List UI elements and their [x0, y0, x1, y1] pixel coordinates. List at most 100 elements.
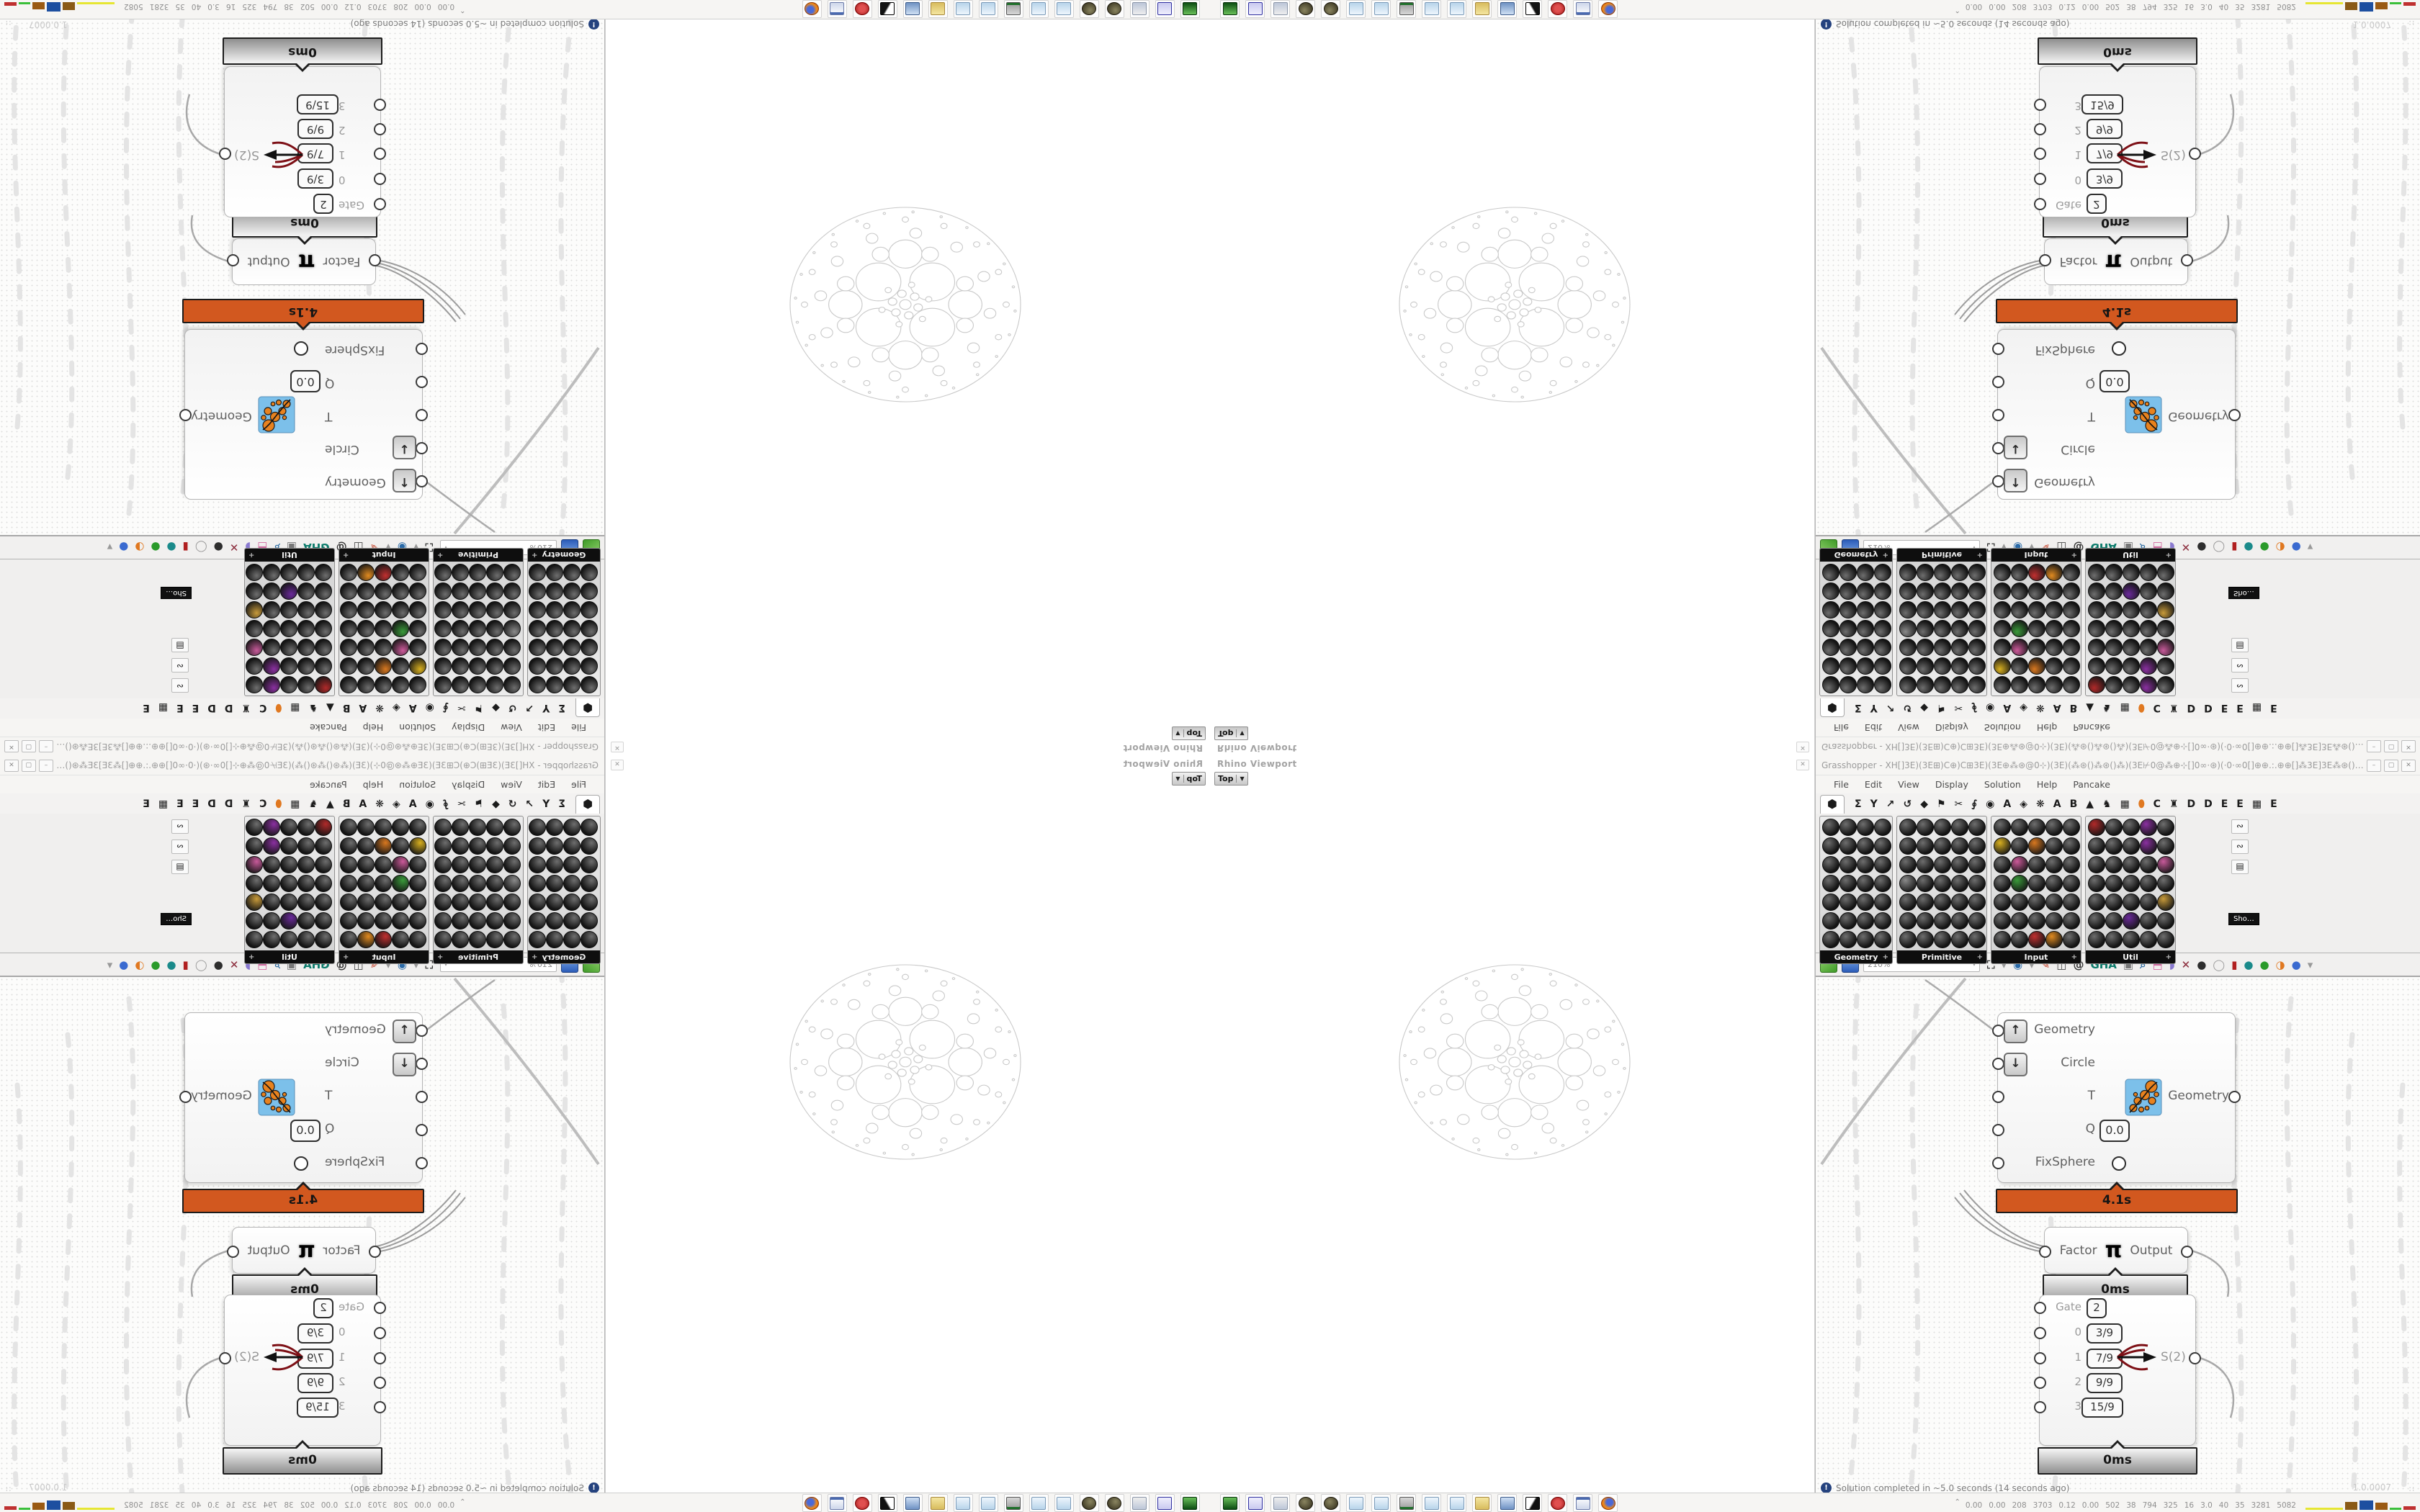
expander-icon[interactable]: ⌃ [460, 1498, 466, 1506]
canvas-toolbar-icon[interactable]: ● [2259, 958, 2269, 971]
component-icon[interactable] [1822, 676, 1839, 693]
component-icon[interactable] [1968, 837, 1986, 855]
component-icon[interactable] [375, 837, 392, 855]
palette-label-bar[interactable]: Primitive + [1897, 950, 1986, 963]
category-tab[interactable]: A [359, 702, 367, 714]
menu-item[interactable]: Pancake [2073, 779, 2110, 790]
component-icon[interactable] [280, 912, 297, 930]
canvas-toolbar-icon[interactable]: ⌕ [2140, 958, 2146, 971]
component-icon[interactable] [1822, 875, 1839, 892]
component-icon[interactable] [529, 856, 546, 873]
value-box[interactable]: 15/9 [297, 1398, 339, 1418]
grasshopper-titlebar[interactable]: Grasshopper - XH[]3E)(3E⊞)C⊕)C⊞3E)(3E⊕⁂⊛… [0, 756, 604, 775]
close-icon[interactable]: ✕ [1796, 742, 1809, 752]
category-tab[interactable]: ▦ [158, 798, 169, 810]
component-icon[interactable] [1917, 894, 1934, 911]
component-icon[interactable] [246, 582, 263, 600]
close-button[interactable]: ✕ [4, 760, 19, 772]
input-socket-fixsphere[interactable] [1992, 1157, 2004, 1169]
component-icon[interactable] [357, 601, 375, 618]
category-tab[interactable]: ↗ [525, 702, 534, 714]
taskbar-icon[interactable] [802, 1494, 822, 1512]
component-icon[interactable] [2088, 582, 2105, 600]
category-tab[interactable]: Υ [1870, 798, 1878, 810]
component-icon[interactable] [1994, 564, 2011, 581]
component-icon[interactable] [1994, 620, 2011, 637]
gate-value-box[interactable]: 2 [313, 194, 333, 214]
taskbar-icon[interactable] [1029, 0, 1049, 18]
component-icon[interactable] [1968, 875, 1986, 892]
close-button[interactable]: ✕ [2401, 760, 2416, 772]
component-icon[interactable] [2105, 601, 2123, 618]
canvas-toolbar-icon[interactable]: ▾ [2029, 958, 2035, 971]
component-icon[interactable] [452, 894, 469, 911]
component-icon[interactable] [452, 601, 469, 618]
component-icon[interactable] [280, 639, 297, 656]
canvas-toolbar-icon[interactable]: ▮ [182, 958, 189, 971]
taskbar-icon[interactable] [1105, 0, 1124, 18]
component-icon[interactable] [263, 837, 280, 855]
category-tab[interactable]: A [2053, 702, 2061, 714]
menu-item[interactable]: Solution [1984, 779, 2021, 790]
taskbar-icon[interactable] [1220, 0, 1240, 18]
rhino-viewport-panel[interactable]: Rhino Viewport ✕ Top ▼ [605, 756, 1210, 1493]
canvas-toolbar-icon[interactable]: ● [2197, 958, 2207, 971]
component-icon[interactable] [1968, 639, 1986, 656]
component-icon[interactable] [2088, 856, 2105, 873]
component-icon[interactable] [392, 564, 409, 581]
component-icon[interactable] [434, 856, 452, 873]
category-tab[interactable]: ↺ [508, 702, 517, 714]
q-value-box[interactable]: 0.0 [290, 370, 321, 392]
component-icon[interactable] [1874, 676, 1891, 693]
component-icon[interactable] [563, 931, 581, 948]
component-icon[interactable] [452, 657, 469, 675]
component-icon[interactable] [2157, 819, 2174, 836]
fixsphere-component[interactable]: ↑ ↓ Geometry Circle T Q FixSphere 0.0 [179, 329, 428, 500]
component-icon[interactable] [546, 819, 563, 836]
component-icon[interactable] [2011, 837, 2028, 855]
component-icon[interactable] [375, 639, 392, 656]
component-icon[interactable] [1899, 657, 1917, 675]
component-icon[interactable] [2045, 912, 2063, 930]
taskbar-icon[interactable] [954, 1494, 973, 1512]
taskbar-icon[interactable] [1422, 0, 1441, 18]
category-tab[interactable]: Υ [542, 798, 550, 810]
component-icon[interactable] [340, 856, 357, 873]
component-icon[interactable] [563, 639, 581, 656]
category-tab[interactable]: ∮ [1971, 702, 1978, 714]
category-tab[interactable]: ⬮ [275, 798, 282, 810]
component-icon[interactable] [2105, 875, 2123, 892]
minimize-button[interactable]: – [39, 740, 53, 752]
canvas-toolbar-icon[interactable]: ● [151, 541, 161, 554]
component-icon[interactable] [1874, 620, 1891, 637]
component-icon[interactable] [2011, 856, 2028, 873]
category-tab[interactable]: D [207, 798, 216, 810]
component-icon[interactable] [1917, 639, 1934, 656]
component-icon[interactable] [1968, 620, 1986, 637]
output-socket-geometry[interactable] [179, 1091, 192, 1103]
category-tab[interactable]: ↗ [1886, 798, 1895, 810]
component-icon[interactable] [2063, 582, 2080, 600]
taskbar-icon[interactable] [1155, 0, 1175, 18]
component-icon[interactable] [2105, 639, 2123, 656]
component-icon[interactable] [2123, 894, 2140, 911]
component-icon[interactable] [1857, 912, 1874, 930]
minimize-button[interactable]: – [39, 760, 53, 772]
component-icon[interactable] [392, 837, 409, 855]
taskbar-icon[interactable] [1371, 0, 1391, 18]
component-icon[interactable] [280, 875, 297, 892]
component-icon[interactable] [246, 657, 263, 675]
component-icon[interactable] [529, 912, 546, 930]
component-icon[interactable] [1899, 931, 1917, 948]
category-tab[interactable]: ✂ [457, 798, 466, 810]
taskbar-icon[interactable] [928, 0, 948, 18]
component-icon[interactable] [2063, 837, 2080, 855]
component-icon[interactable] [1934, 639, 1951, 656]
component-icon[interactable] [357, 582, 375, 600]
component-icon[interactable] [2063, 657, 2080, 675]
component-icon[interactable] [2140, 657, 2157, 675]
palette-label-bar[interactable]: Geometry + [528, 950, 600, 963]
component-icon[interactable] [1951, 912, 1968, 930]
category-tab[interactable]: ▦ [2251, 798, 2262, 810]
component-icon[interactable] [2140, 582, 2157, 600]
